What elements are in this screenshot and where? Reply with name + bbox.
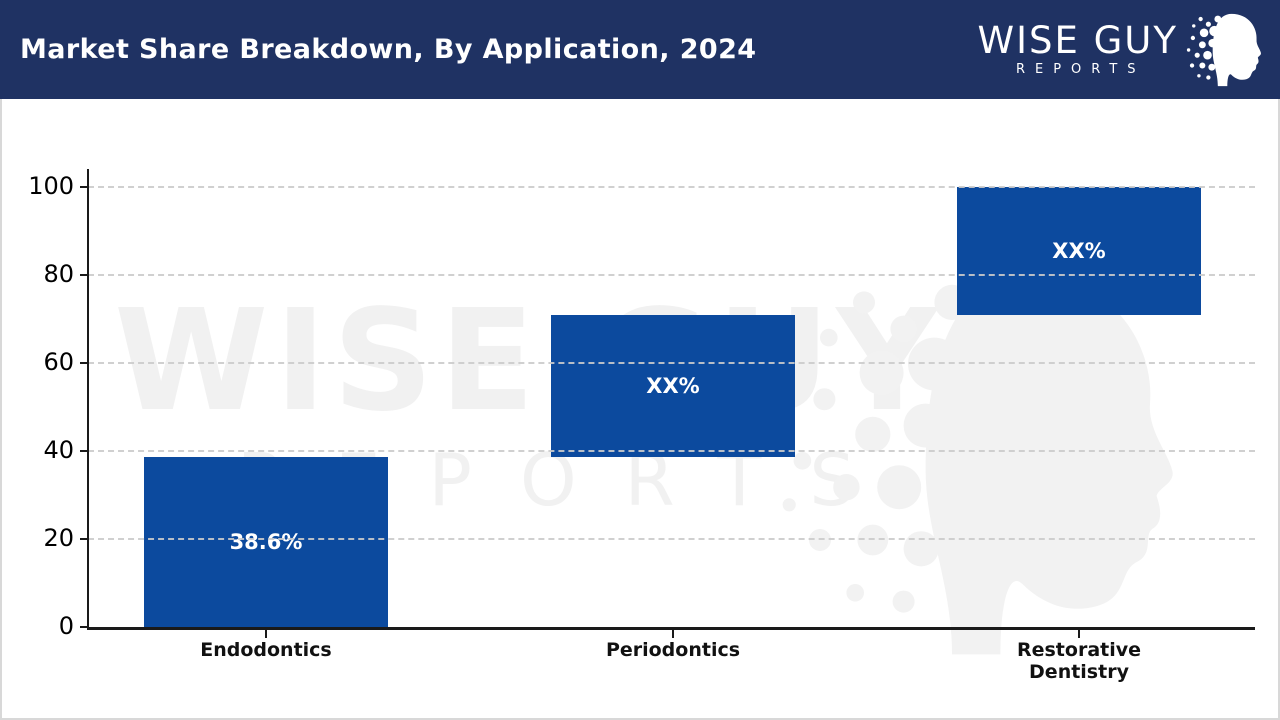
gridline-y-80 (88, 274, 1255, 276)
y-tick-mark-0 (80, 626, 88, 628)
x-tick-mark-periodontics (672, 630, 674, 638)
page-title: Market Share Breakdown, By Application, … (20, 34, 757, 65)
watermark-wordmark: WISE GUY (114, 280, 944, 443)
y-tick-mark-20 (80, 538, 88, 540)
header-bar: Market Share Breakdown, By Application, … (0, 0, 1280, 99)
face-profile-logo-icon (1186, 13, 1261, 86)
x-axis-category-label-periodontics: Periodontics (605, 639, 741, 661)
x-tick-mark-restorative-dentistry (1078, 630, 1080, 638)
chart-canvas: WISE GUY REPORTS 38.6% XX% XX% 0 20 40 60 80 100… (0, 99, 1280, 720)
watermark-face-icon (782, 276, 1173, 655)
x-axis-line (87, 627, 1255, 630)
gridline-y-40 (88, 450, 1255, 452)
bar-value-label-restorative-dentistry: XX% (1052, 239, 1106, 264)
y-tick-label-40: 40 (43, 436, 74, 464)
bar-value-label-periodontics: XX% (646, 374, 700, 399)
gridline-y-100 (88, 186, 1255, 188)
x-axis-category-label-restorative-dentistry: Restorative Dentistry (1016, 639, 1142, 684)
y-tick-label-60: 60 (43, 348, 74, 376)
bar-periodontics: XX% (551, 315, 795, 458)
y-tick-mark-60 (80, 362, 88, 364)
y-tick-label-0: 0 (58, 612, 74, 640)
y-tick-label-20: 20 (43, 524, 74, 552)
logo-text: WISE GUY REPORTS (977, 18, 1178, 78)
gridline-y-60 (88, 362, 1255, 364)
logo-wordmark: WISE GUY (977, 18, 1178, 62)
y-tick-label-80: 80 (43, 260, 74, 288)
bar-restorative-dentistry: XX% (957, 187, 1201, 316)
y-axis-line (87, 169, 89, 629)
x-tick-mark-endodontics (265, 630, 267, 638)
bar-endodontics: 38.6% (144, 457, 388, 627)
y-tick-mark-80 (80, 274, 88, 276)
logo-subtitle: REPORTS (1015, 62, 1146, 78)
y-tick-label-100: 100 (28, 172, 74, 200)
x-axis-category-label-endodontics: Endodontics (200, 639, 332, 661)
gridline-y-20 (88, 538, 1255, 540)
wise-guy-reports-logo: WISE GUY REPORTS (978, 7, 1266, 93)
bar-value-label-endodontics: 38.6% (229, 530, 303, 555)
y-tick-mark-40 (80, 450, 88, 452)
y-tick-mark-100 (80, 186, 88, 188)
